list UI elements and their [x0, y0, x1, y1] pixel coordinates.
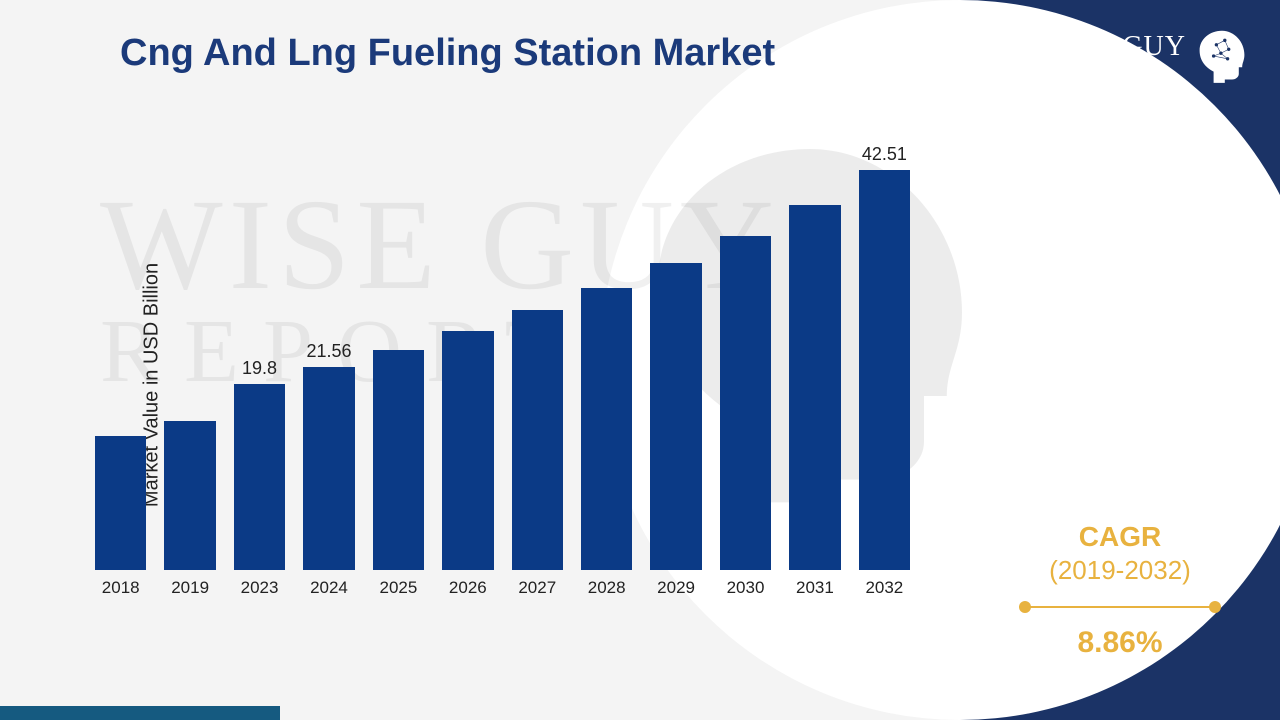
bar-wrap	[720, 210, 771, 570]
bar-wrap	[164, 395, 215, 570]
bar	[720, 236, 771, 570]
bar	[95, 436, 146, 570]
bar	[512, 310, 563, 570]
bar	[442, 331, 493, 570]
cagr-block: CAGR (2019-2032) 8.86%	[990, 521, 1250, 660]
x-tick-label: 2029	[650, 578, 701, 598]
x-tick-label: 2026	[442, 578, 493, 598]
logo-head-icon	[1194, 28, 1250, 84]
bar	[234, 384, 285, 570]
bar-value-label: 42.51	[862, 144, 907, 166]
cagr-label: CAGR	[990, 521, 1250, 553]
bar-wrap	[373, 324, 424, 570]
x-tick-label: 2018	[95, 578, 146, 598]
logo-line2: REPORTS	[1042, 63, 1186, 79]
bar-wrap	[581, 262, 632, 570]
chart-title: Cng And Lng Fueling Station Market	[120, 32, 775, 75]
bar-value-label: 19.8	[242, 358, 277, 380]
x-axis-labels: 2018 2019 2023 2024 2025 2026 2027 2028 2029 2030…	[95, 578, 910, 598]
x-tick-label: 2030	[720, 578, 771, 598]
bar-wrap: 42.51	[859, 144, 910, 570]
bar-wrap: 19.8	[234, 358, 285, 570]
chart-plot-area: 19.8 21.56 42.51	[95, 140, 910, 570]
bar-wrap	[442, 305, 493, 570]
bar	[164, 421, 215, 570]
bar-chart: Market Value in USD Billion 19.821.5642.…	[40, 140, 910, 630]
bar	[373, 350, 424, 570]
bar	[303, 367, 354, 570]
x-tick-label: 2027	[512, 578, 563, 598]
bar	[650, 263, 701, 570]
bar	[859, 170, 910, 570]
bar-wrap	[95, 410, 146, 570]
bar	[581, 288, 632, 570]
cagr-divider-line	[1020, 606, 1220, 608]
x-tick-label: 2023	[234, 578, 285, 598]
x-tick-label: 2031	[789, 578, 840, 598]
bar-wrap	[512, 284, 563, 570]
x-tick-label: 2024	[303, 578, 354, 598]
bar-value-label: 21.56	[306, 341, 351, 363]
cagr-range: (2019-2032)	[990, 555, 1250, 586]
brand-logo: WISE GUY REPORTS	[1042, 28, 1250, 84]
x-tick-label: 2019	[164, 578, 215, 598]
x-tick-label: 2025	[373, 578, 424, 598]
cagr-value: 8.86%	[990, 626, 1250, 660]
bar-wrap: 21.56	[303, 341, 354, 570]
x-tick-label: 2032	[859, 578, 910, 598]
bar-wrap	[650, 237, 701, 570]
x-tick-label: 2028	[581, 578, 632, 598]
bar-wrap	[789, 179, 840, 570]
bar	[789, 205, 840, 570]
logo-line1: WISE GUY	[1042, 33, 1186, 61]
footer-accent-bar	[0, 706, 280, 720]
